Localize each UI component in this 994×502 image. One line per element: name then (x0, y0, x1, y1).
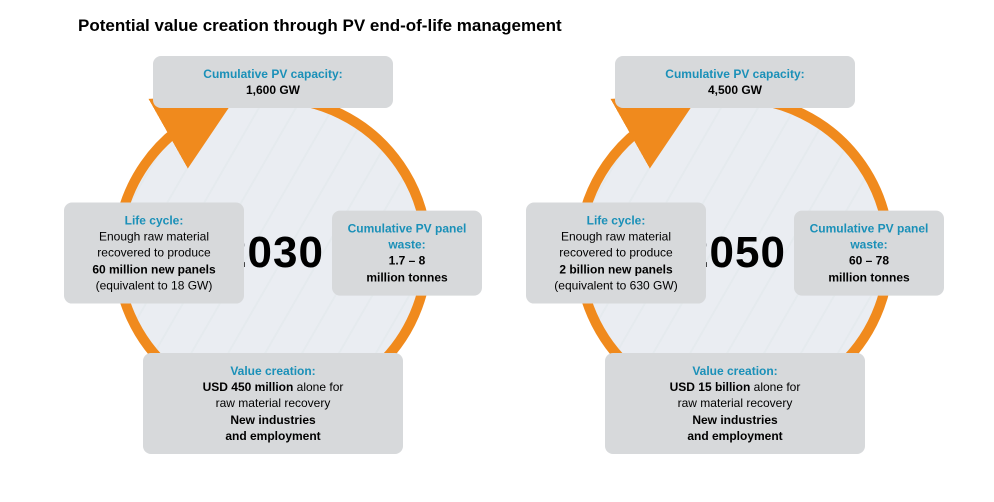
value-strong: USD 15 billion (670, 380, 751, 394)
life-line1: Enough raw material (540, 229, 692, 245)
capacity-value: 1,600 GW (246, 83, 300, 97)
waste-line1: 60 – 78 (849, 254, 889, 268)
value-line4: and employment (687, 429, 782, 443)
panel-2050: 2050 Cumulative PV capacity: 4,500 GW Cu… (540, 58, 930, 448)
life-line3: (equivalent to 18 GW) (78, 277, 230, 293)
capacity-label: Cumulative PV capacity: (629, 66, 841, 82)
value-line3: New industries (230, 413, 315, 427)
value-tail: alone for (750, 380, 800, 394)
box-waste-2030: Cumulative PV panel waste: 1.7 – 8 milli… (332, 211, 482, 296)
chart-title: Potential value creation through PV end-… (78, 16, 562, 36)
value-line2: raw material recovery (619, 395, 851, 411)
waste-line1: 1.7 – 8 (389, 254, 426, 268)
box-lifecycle-2030: Life cycle: Enough raw material recovere… (64, 203, 244, 304)
waste-line2: million tonnes (828, 270, 909, 284)
life-line1: Enough raw material (78, 229, 230, 245)
value-line2: raw material recovery (157, 395, 389, 411)
value-label: Value creation: (619, 363, 851, 379)
box-capacity-2030: Cumulative PV capacity: 1,600 GW (153, 56, 393, 108)
life-strong: 2 billion new panels (559, 262, 672, 276)
life-label: Life cycle: (540, 213, 692, 229)
life-line2: recovered to produce (540, 245, 692, 261)
value-line4: and employment (225, 429, 320, 443)
box-capacity-2050: Cumulative PV capacity: 4,500 GW (615, 56, 855, 108)
capacity-label: Cumulative PV capacity: (167, 66, 379, 82)
value-line3: New industries (692, 413, 777, 427)
life-line3: (equivalent to 630 GW) (540, 277, 692, 293)
waste-label: Cumulative PV panel waste: (346, 221, 468, 253)
box-value-2030: Value creation: USD 450 million alone fo… (143, 353, 403, 454)
panel-2030: 2030 Cumulative PV capacity: 1,600 GW Cu… (78, 58, 468, 448)
value-label: Value creation: (157, 363, 389, 379)
waste-label: Cumulative PV panel waste: (808, 221, 930, 253)
box-value-2050: Value creation: USD 15 billion alone for… (605, 353, 865, 454)
life-line2: recovered to produce (78, 245, 230, 261)
capacity-value: 4,500 GW (708, 83, 762, 97)
box-lifecycle-2050: Life cycle: Enough raw material recovere… (526, 203, 706, 304)
value-tail: alone for (293, 380, 343, 394)
box-waste-2050: Cumulative PV panel waste: 60 – 78 milli… (794, 211, 944, 296)
waste-line2: million tonnes (366, 270, 447, 284)
life-label: Life cycle: (78, 213, 230, 229)
life-strong: 60 million new panels (92, 262, 215, 276)
value-strong: USD 450 million (203, 380, 294, 394)
